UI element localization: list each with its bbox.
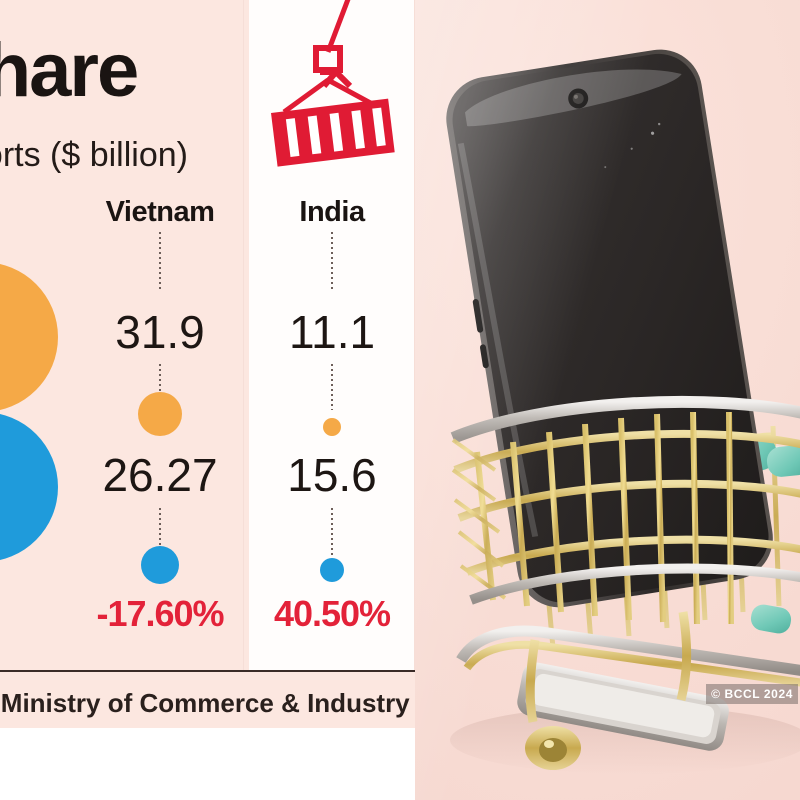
footer-band bbox=[0, 672, 460, 728]
column-name: a bbox=[0, 196, 72, 229]
bubble-orange bbox=[323, 418, 341, 436]
source-note: ap, Ministry of Commerce & Industry data bbox=[0, 688, 460, 718]
photo-sheen bbox=[415, 0, 800, 800]
page-title: Share bbox=[0, 28, 139, 113]
bubble-blue bbox=[320, 558, 344, 582]
column-china: a 3 5 % bbox=[0, 0, 72, 672]
shipping-container-crane-icon bbox=[271, 0, 395, 167]
bubble-orange bbox=[138, 392, 182, 436]
column-separator-1 bbox=[243, 0, 244, 672]
column-vietnam: Vietnam 31.9 26.27 -17.60% bbox=[78, 0, 242, 672]
column-name: Vietnam bbox=[105, 196, 215, 228]
hero-photo: © BCCL 2024 bbox=[415, 0, 800, 800]
value-top: 3 bbox=[0, 305, 72, 359]
page-subtitle: xports ($ billion) bbox=[0, 136, 188, 174]
bubble-blue bbox=[141, 546, 179, 584]
footer-divider bbox=[0, 670, 460, 672]
shopping-cart-with-phone-illustration bbox=[446, 49, 800, 774]
dot-connector bbox=[159, 364, 161, 392]
growth-percent: % bbox=[0, 593, 72, 635]
copyright-notice: © BCCL 2024 bbox=[706, 684, 798, 704]
value-bottom: 26.27 bbox=[102, 449, 218, 501]
dot-connector bbox=[331, 364, 333, 410]
bottom-whitespace bbox=[0, 728, 460, 800]
value-top: 31.9 bbox=[115, 306, 205, 358]
growth-percent: 40.50% bbox=[273, 593, 391, 634]
value-top: 11.1 bbox=[288, 306, 376, 358]
column-india: India 11.1 15.6 40.50% bbox=[249, 0, 415, 672]
dot-connector bbox=[159, 508, 161, 546]
column-name: India bbox=[299, 196, 365, 228]
value-bottom: 15.6 bbox=[287, 449, 377, 501]
dot-connector bbox=[331, 232, 333, 290]
column-separator-2 bbox=[414, 0, 415, 672]
dot-connector bbox=[331, 508, 333, 556]
growth-percent: -17.60% bbox=[96, 593, 224, 634]
data-panel: Share xports ($ billion) a bbox=[0, 0, 460, 800]
dot-connector bbox=[159, 232, 161, 290]
value-bottom: 5 bbox=[0, 448, 72, 502]
